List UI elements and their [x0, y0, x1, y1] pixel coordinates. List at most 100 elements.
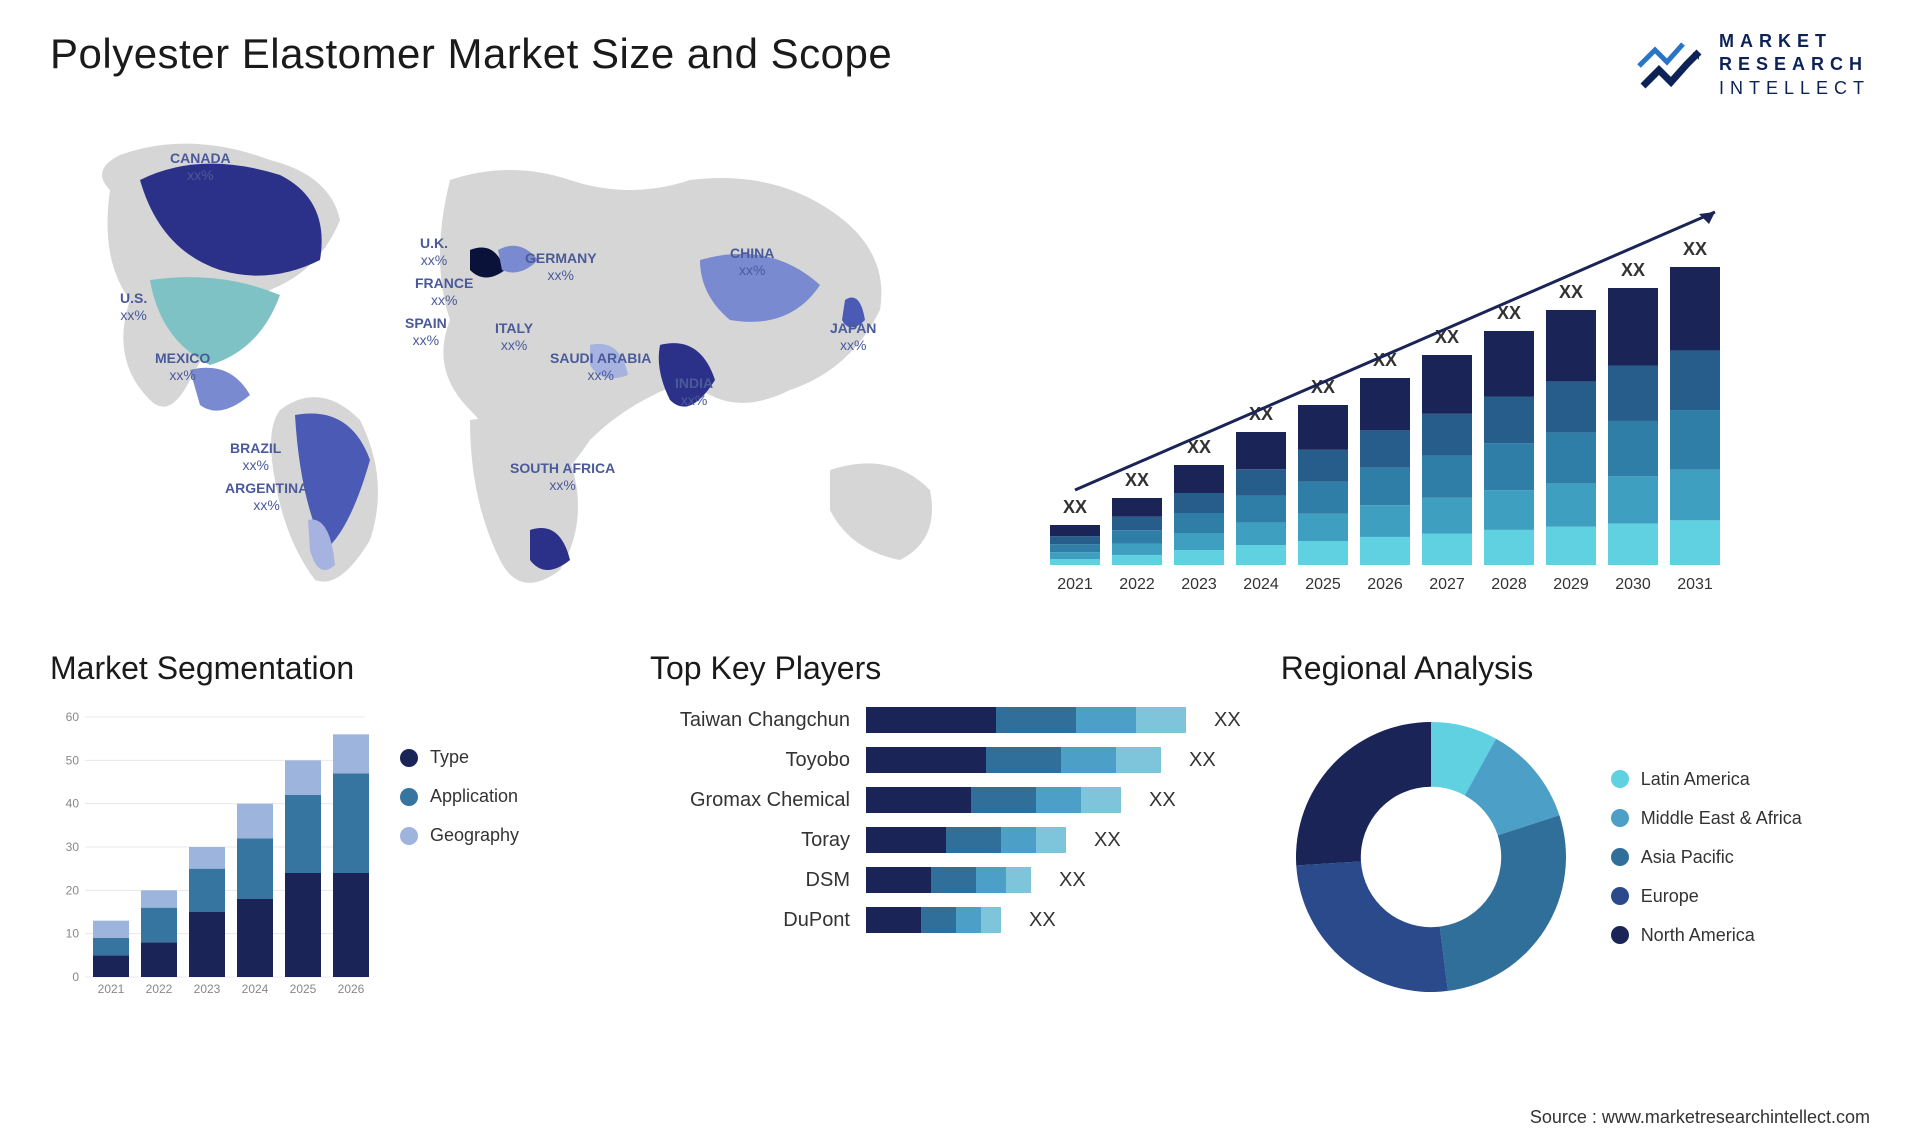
map-label: FRANCExx% — [415, 275, 473, 309]
svg-text:2025: 2025 — [1305, 576, 1341, 593]
player-name: DuPont — [650, 909, 850, 932]
legend-swatch-icon — [400, 749, 418, 767]
segmentation-legend: Type Application Geography — [400, 747, 519, 846]
legend-label: Geography — [430, 825, 519, 846]
legend-item: Europe — [1611, 886, 1802, 907]
regional-donut-chart — [1281, 707, 1581, 1007]
svg-text:40: 40 — [66, 797, 80, 811]
legend-label: Middle East & Africa — [1641, 808, 1802, 829]
svg-text:30: 30 — [66, 840, 80, 854]
svg-text:2023: 2023 — [194, 982, 221, 996]
map-label: GERMANYxx% — [525, 250, 597, 284]
map-label: ARGENTINAxx% — [225, 480, 308, 514]
svg-text:2021: 2021 — [98, 982, 125, 996]
svg-text:2022: 2022 — [1119, 576, 1155, 593]
legend-item: Asia Pacific — [1611, 847, 1802, 868]
svg-text:XX: XX — [1559, 282, 1583, 302]
page-title: Polyester Elastomer Market Size and Scop… — [50, 30, 892, 78]
players-title: Top Key Players — [650, 650, 1241, 687]
svg-text:20: 20 — [66, 884, 80, 898]
player-name: Gromax Chemical — [650, 789, 850, 812]
growth-chart-panel: XX2021XX2022XX2023XX2024XX2025XX2026XX20… — [1000, 120, 1870, 620]
map-label: ITALYxx% — [495, 320, 533, 354]
map-label: CHINAxx% — [730, 245, 774, 279]
logo-line2: RESEARCH — [1719, 53, 1870, 76]
legend-item: Middle East & Africa — [1611, 808, 1802, 829]
legend-item: North America — [1611, 925, 1802, 946]
legend-swatch-icon — [1611, 926, 1629, 944]
player-value: XX — [1094, 829, 1121, 852]
regional-legend: Latin America Middle East & Africa Asia Pa… — [1611, 769, 1802, 946]
map-label: INDIAxx% — [675, 375, 713, 409]
legend-label: Asia Pacific — [1641, 847, 1734, 868]
player-row: Toray XX — [650, 827, 1241, 853]
map-label: MEXICOxx% — [155, 350, 210, 384]
svg-text:50: 50 — [66, 754, 80, 768]
legend-swatch-icon — [1611, 809, 1629, 827]
svg-text:10: 10 — [66, 927, 80, 941]
svg-text:XX: XX — [1683, 239, 1707, 259]
svg-text:2027: 2027 — [1429, 576, 1465, 593]
regional-title: Regional Analysis — [1281, 650, 1870, 687]
legend-swatch-icon — [1611, 770, 1629, 788]
svg-text:2024: 2024 — [242, 982, 269, 996]
legend-swatch-icon — [400, 827, 418, 845]
player-row: DuPont XX — [650, 907, 1241, 933]
player-bar — [866, 747, 1161, 773]
map-label: SOUTH AFRICAxx% — [510, 460, 615, 494]
svg-text:XX: XX — [1063, 497, 1087, 517]
logo-mark-icon — [1637, 38, 1707, 93]
player-value: XX — [1059, 869, 1086, 892]
svg-text:2031: 2031 — [1677, 576, 1713, 593]
player-name: DSM — [650, 869, 850, 892]
svg-text:2030: 2030 — [1615, 576, 1651, 593]
legend-item: Type — [400, 747, 519, 768]
svg-text:XX: XX — [1125, 470, 1149, 490]
svg-text:2022: 2022 — [146, 982, 173, 996]
player-bar — [866, 867, 1031, 893]
segmentation-title: Market Segmentation — [50, 650, 610, 687]
players-bar-list: Taiwan ChangchunXXToyoboXXGromax Chemica… — [650, 707, 1241, 933]
logo-line1: MARKET — [1719, 30, 1870, 53]
legend-label: Europe — [1641, 886, 1699, 907]
map-label: JAPANxx% — [830, 320, 876, 354]
legend-label: Type — [430, 747, 469, 768]
legend-swatch-icon — [1611, 848, 1629, 866]
legend-swatch-icon — [1611, 887, 1629, 905]
svg-text:2029: 2029 — [1553, 576, 1589, 593]
player-name: Toray — [650, 829, 850, 852]
player-row: Taiwan ChangchunXX — [650, 707, 1241, 733]
player-value: XX — [1214, 709, 1241, 732]
legend-item: Geography — [400, 825, 519, 846]
map-label: CANADAxx% — [170, 150, 231, 184]
svg-text:2023: 2023 — [1181, 576, 1217, 593]
growth-bar-chart: XX2021XX2022XX2023XX2024XX2025XX2026XX20… — [1000, 120, 1820, 620]
svg-text:2026: 2026 — [338, 982, 365, 996]
legend-swatch-icon — [400, 788, 418, 806]
player-bar — [866, 907, 1001, 933]
svg-text:2021: 2021 — [1057, 576, 1093, 593]
svg-text:XX: XX — [1621, 260, 1645, 280]
map-label: U.S.xx% — [120, 290, 147, 324]
svg-text:2026: 2026 — [1367, 576, 1403, 593]
legend-label: Latin America — [1641, 769, 1750, 790]
player-row: ToyoboXX — [650, 747, 1241, 773]
map-label: BRAZILxx% — [230, 440, 281, 474]
logo-line3: INTELLECT — [1719, 77, 1870, 100]
svg-text:60: 60 — [66, 710, 80, 724]
source-citation: Source : www.marketresearchintellect.com — [1530, 1107, 1870, 1128]
legend-label: Application — [430, 786, 518, 807]
svg-text:2025: 2025 — [290, 982, 317, 996]
player-row: Gromax ChemicalXX — [650, 787, 1241, 813]
map-label: SAUDI ARABIAxx% — [550, 350, 651, 384]
legend-item: Application — [400, 786, 519, 807]
svg-text:0: 0 — [72, 970, 79, 984]
player-bar — [866, 707, 1186, 733]
world-map-panel: CANADAxx% U.S.xx% MEXICOxx% BRAZILxx% ARGENT… — [50, 120, 970, 620]
player-value: XX — [1029, 909, 1056, 932]
legend-item: Latin America — [1611, 769, 1802, 790]
svg-text:2028: 2028 — [1491, 576, 1527, 593]
player-bar — [866, 787, 1121, 813]
player-bar — [866, 827, 1066, 853]
player-name: Toyobo — [650, 749, 850, 772]
